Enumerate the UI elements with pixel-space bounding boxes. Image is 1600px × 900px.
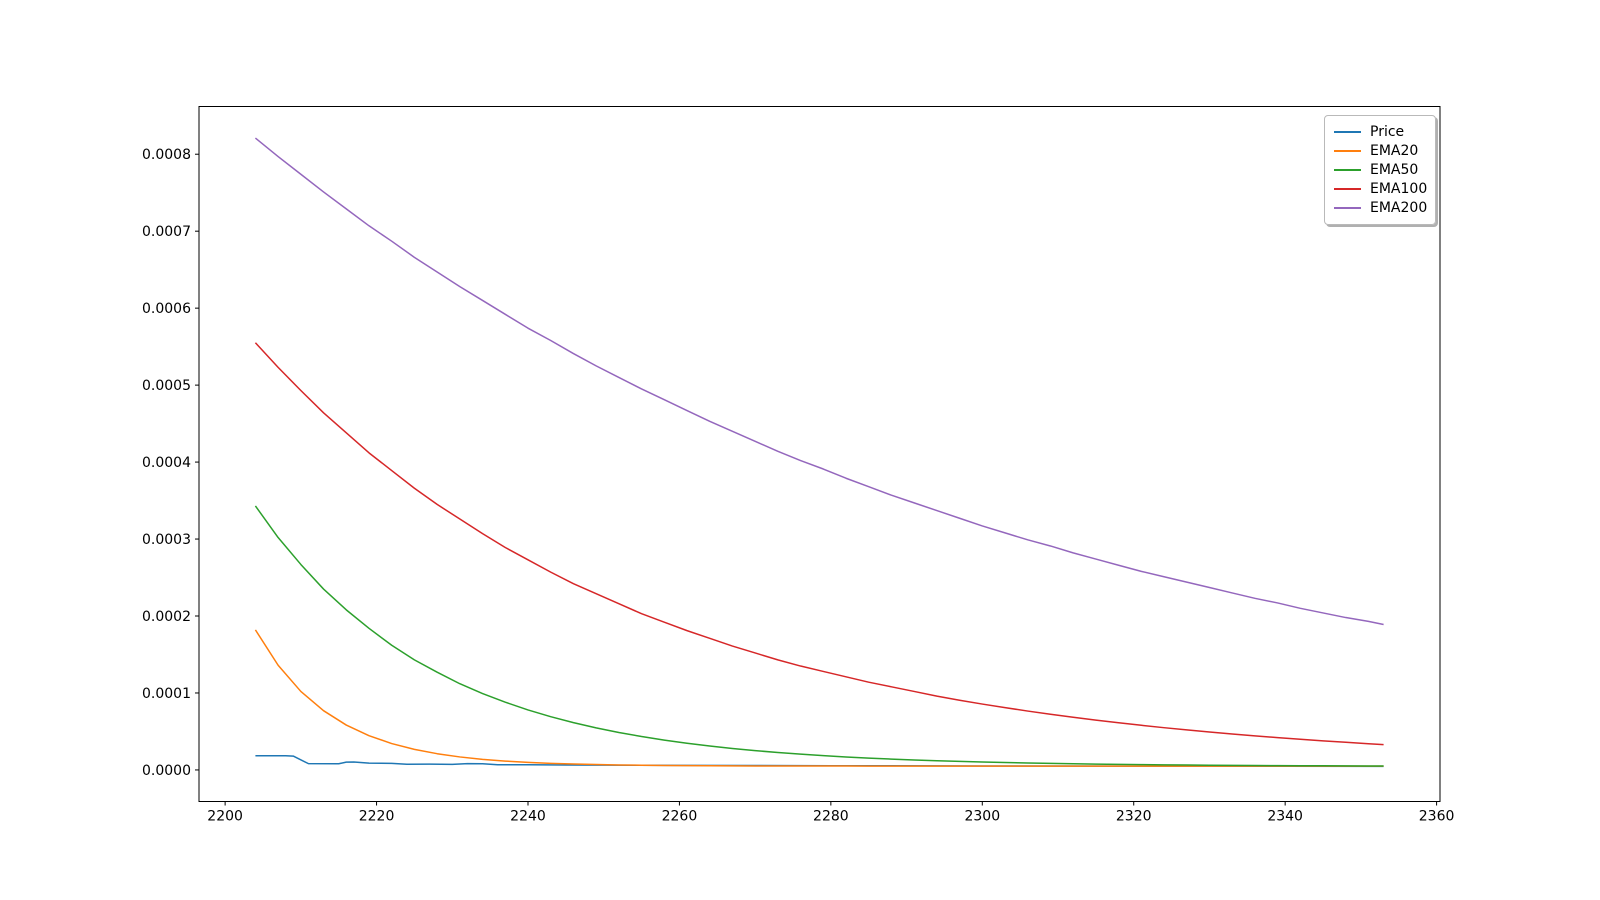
x-tick-label: 2320 — [1116, 809, 1152, 825]
legend-line-sample — [1334, 168, 1361, 171]
x-tick-label: 2340 — [1267, 809, 1303, 825]
y-tick-label: 0.0003 — [142, 532, 191, 548]
y-tick-label: 0.0001 — [142, 686, 191, 702]
ema200-line — [254, 137, 1384, 626]
legend-entry-ema200: EMA200 — [1334, 199, 1428, 217]
legend-label: Price — [1370, 123, 1405, 140]
y-tick-label: 0.0008 — [142, 147, 191, 163]
x-tick-label: 2200 — [207, 809, 243, 825]
legend-label: EMA20 — [1370, 142, 1419, 159]
ema20-line — [254, 629, 1384, 767]
ema100-line — [254, 342, 1384, 746]
y-tick-label: 0.0000 — [142, 763, 191, 779]
ema50-line — [254, 505, 1384, 767]
y-tick-label: 0.0004 — [142, 455, 191, 471]
y-tick-label: 0.0002 — [142, 609, 191, 625]
legend-line-sample — [1334, 207, 1361, 210]
x-tick-label: 2220 — [359, 809, 395, 825]
y-tick-label: 0.0006 — [142, 301, 191, 317]
axes-spines — [198, 106, 1441, 802]
legend-entry-ema100: EMA100 — [1334, 180, 1428, 198]
legend-label: EMA100 — [1370, 181, 1428, 198]
legend-entry-ema20: EMA20 — [1334, 142, 1426, 160]
x-tick-label: 2360 — [1419, 809, 1455, 825]
legend-line-sample — [1334, 188, 1361, 191]
legend-entry-ema50: EMA50 — [1334, 161, 1426, 179]
y-tick-label: 0.0005 — [142, 378, 191, 394]
x-tick-label: 2260 — [662, 809, 698, 825]
x-tick-label: 2280 — [813, 809, 849, 825]
x-tick-label: 2300 — [964, 809, 1000, 825]
legend-line-sample — [1334, 149, 1361, 152]
x-tick-label: 2240 — [510, 809, 546, 825]
legend-line-sample — [1334, 130, 1361, 133]
legend: Price EMA20 EMA50 EMA100 EMA200 — [1324, 115, 1436, 225]
legend-entry-price: Price — [1334, 123, 1426, 141]
legend-label: EMA50 — [1370, 161, 1419, 178]
legend-label: EMA200 — [1370, 200, 1428, 217]
y-tick-label: 0.0007 — [142, 224, 191, 240]
